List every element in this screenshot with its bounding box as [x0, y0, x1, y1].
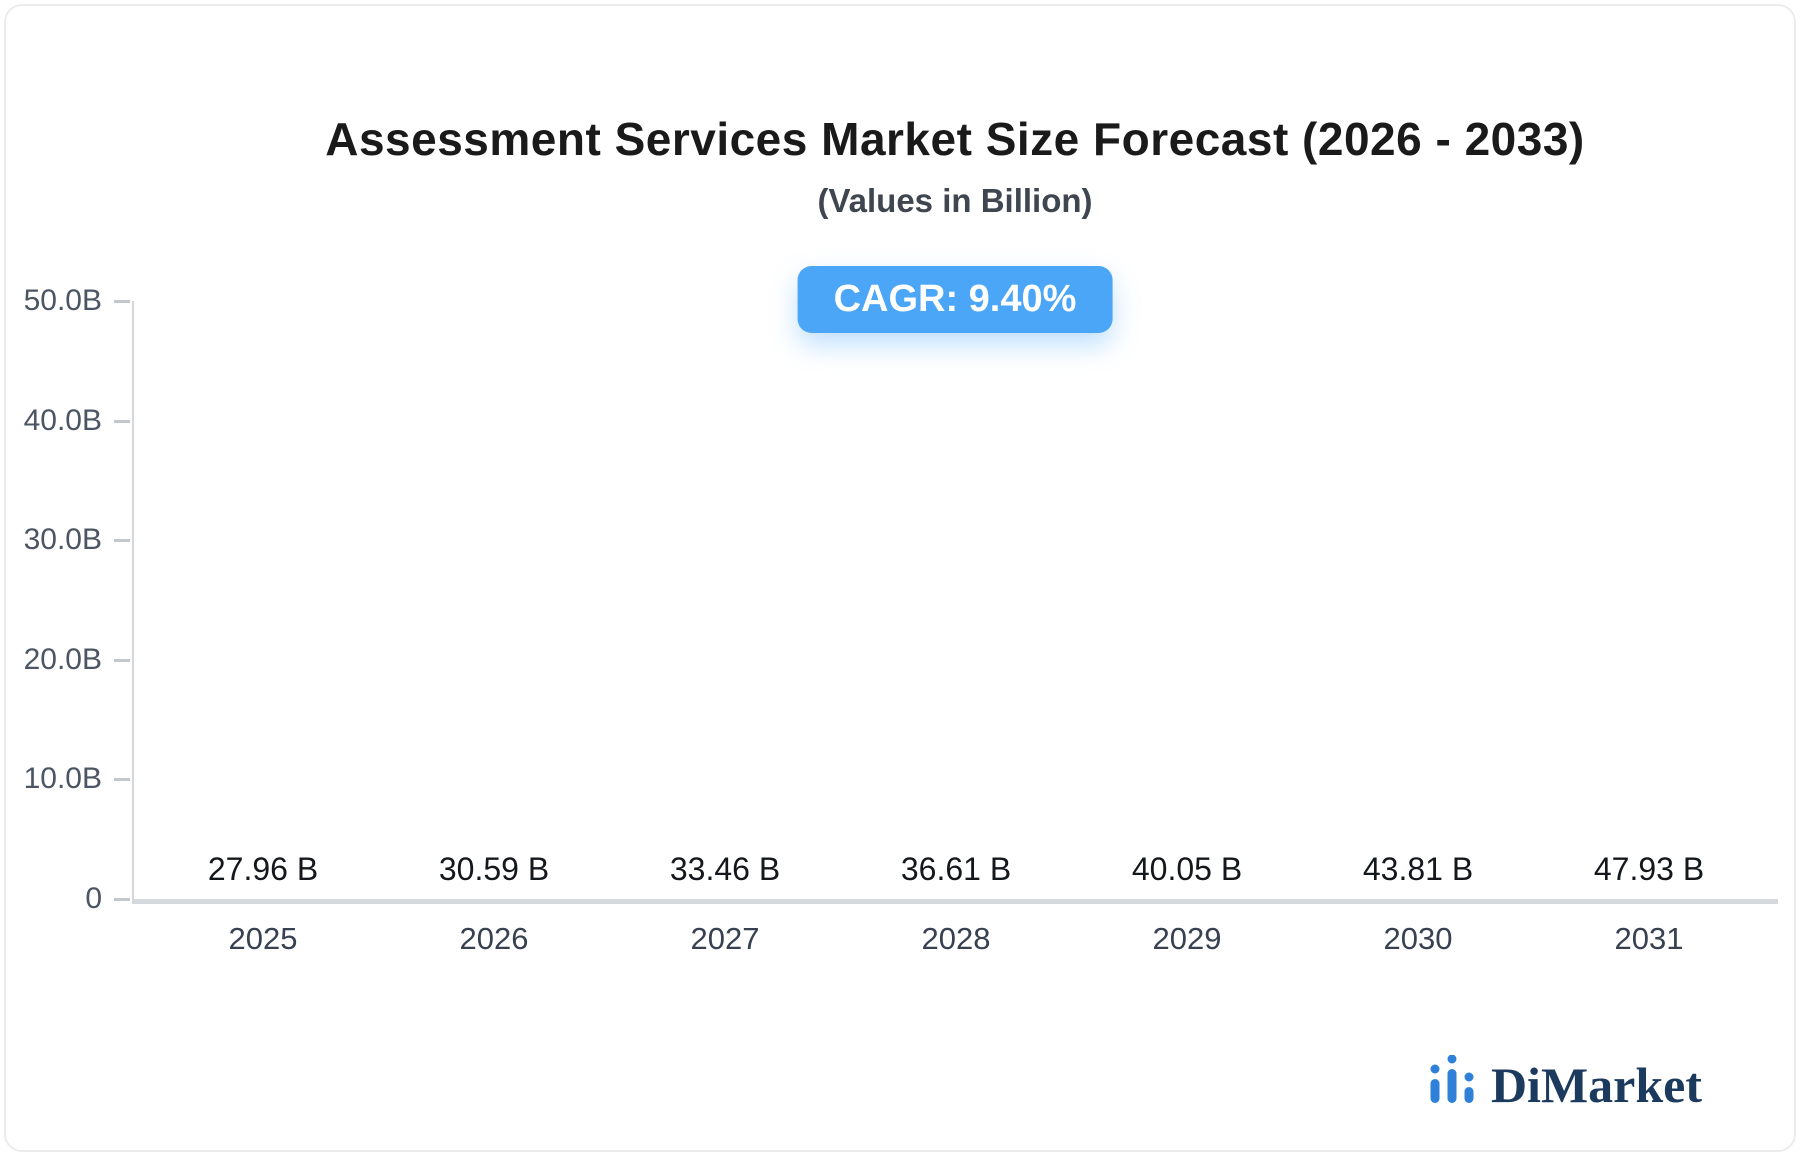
x-axis-label: 2027 [690, 921, 760, 956]
x-axis-label: 2025 [228, 921, 298, 956]
bar-value-label: 43.81 B [1362, 851, 1474, 887]
dimarket-logo: DiMarket [1427, 1054, 1702, 1113]
y-tick-label: 50.0B [23, 284, 102, 317]
bar-value-label: 40.05 B [1131, 851, 1243, 887]
logo-text: DiMarket [1490, 1057, 1702, 1113]
bar-value-label: 27.96 B [207, 851, 319, 887]
x-axis-label: 2030 [1383, 921, 1453, 956]
y-tick-mark [114, 419, 130, 423]
y-tick-label: 30.0B [23, 523, 102, 557]
chart-title: Assessment Services Market Size Forecast… [325, 113, 1585, 165]
y-tick-label: 0 [85, 882, 102, 915]
bar-value-label: 36.61 B [900, 851, 1012, 887]
x-axis-label: 2026 [459, 921, 529, 956]
y-tick-label: 10.0B [23, 762, 102, 796]
mini-bar-chart-icon [1427, 1054, 1479, 1110]
y-tick-mark [114, 539, 130, 543]
x-axis-label: 2028 [921, 921, 991, 956]
y-tick-label: 40.0B [23, 403, 102, 437]
bars-container: 27.96 B 2025 30.59 B 2026 33.46 B 2027 36.61 B… [134, 301, 1778, 956]
y-tick-mark [114, 898, 130, 901]
bar-value-label: 33.46 B [669, 851, 781, 887]
y-tick-label: 20.0B [23, 642, 102, 676]
chart-subtitle: (Values in Billion) [817, 182, 1093, 219]
bar-value-label: 47.93 B [1593, 851, 1705, 887]
cagr-badge: CAGR: 9.40% [797, 266, 1113, 333]
plot-area: 50.0B 40.0B 30.0B 20.0B 10.0B 0 27.96 B 2025 30… [24, 284, 1778, 956]
y-tick-mark [114, 300, 130, 303]
bar-value-label: 30.59 B [438, 851, 550, 887]
y-tick-mark [114, 658, 130, 662]
y-tick-mark [114, 778, 130, 782]
x-axis-label: 2031 [1614, 921, 1684, 956]
chart-card: Assessment Services Market Size Forecast… [4, 4, 1796, 1152]
x-axis-label: 2029 [1152, 921, 1222, 956]
